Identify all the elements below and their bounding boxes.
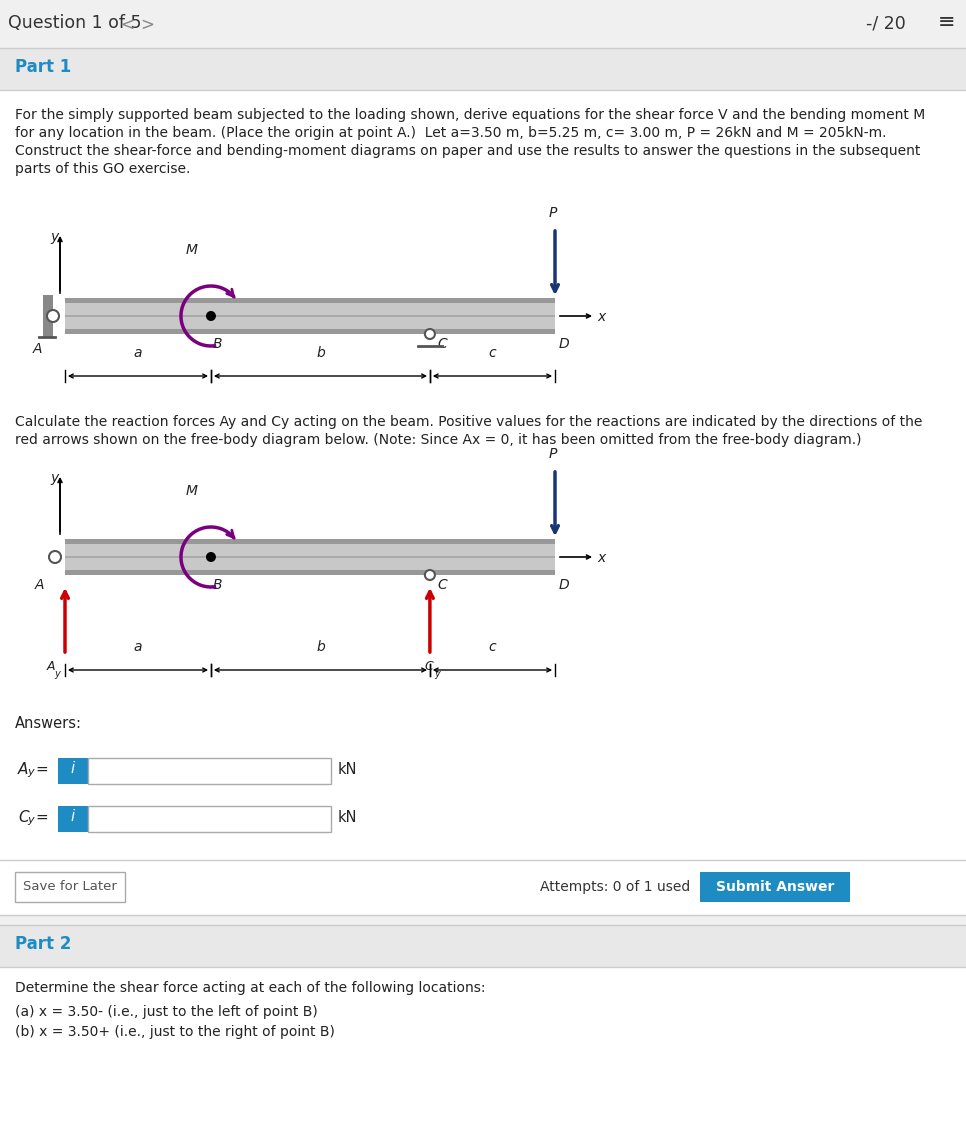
Text: C: C — [18, 810, 29, 826]
Circle shape — [425, 329, 435, 339]
Circle shape — [47, 310, 59, 322]
Text: A: A — [33, 342, 43, 356]
Bar — [65, 570, 555, 575]
Bar — [0, 860, 966, 915]
Circle shape — [206, 552, 216, 562]
Text: a: a — [133, 640, 142, 654]
Text: kN: kN — [338, 810, 357, 826]
Text: Save for Later: Save for Later — [23, 880, 117, 892]
Text: (b) x = 3.50+ (i.e., just to the right of point B): (b) x = 3.50+ (i.e., just to the right o… — [15, 1025, 335, 1039]
Text: Determine the shear force acting at each of the following locations:: Determine the shear force acting at each… — [15, 981, 486, 995]
Text: i: i — [71, 761, 75, 776]
Text: parts of this GO exercise.: parts of this GO exercise. — [15, 162, 190, 176]
Text: A: A — [18, 762, 28, 777]
Text: A: A — [35, 578, 44, 592]
Text: y: y — [27, 815, 34, 826]
Text: M: M — [186, 243, 198, 257]
Bar — [88, 806, 331, 832]
Text: <: < — [120, 16, 134, 34]
Text: c: c — [489, 346, 497, 359]
Bar — [0, 925, 966, 967]
Circle shape — [425, 570, 435, 579]
Text: b: b — [316, 640, 325, 654]
Text: y: y — [434, 669, 440, 679]
Bar — [0, 967, 966, 1134]
Text: Part 2: Part 2 — [15, 936, 71, 953]
Bar — [65, 329, 555, 335]
Text: (a) x = 3.50- (i.e., just to the left of point B): (a) x = 3.50- (i.e., just to the left of… — [15, 1005, 318, 1019]
Bar — [0, 48, 966, 90]
Text: y: y — [27, 767, 34, 777]
Text: B: B — [213, 337, 222, 352]
Text: C: C — [438, 578, 447, 592]
Bar — [65, 298, 555, 335]
Text: Answers:: Answers: — [15, 716, 82, 731]
Bar — [65, 539, 555, 544]
Text: c: c — [489, 640, 497, 654]
Text: =: = — [35, 810, 47, 826]
Text: b: b — [316, 346, 325, 359]
Text: D: D — [559, 578, 570, 592]
Bar — [700, 872, 850, 902]
Text: y: y — [50, 230, 58, 244]
Text: for any location in the beam. (Place the origin at point A.)  Let a=3.50 m, b=5.: for any location in the beam. (Place the… — [15, 126, 887, 139]
Text: Calculate the reaction forces Ay and Cy acting on the beam. Positive values for : Calculate the reaction forces Ay and Cy … — [15, 415, 923, 429]
Bar — [88, 758, 331, 784]
Text: a: a — [133, 346, 142, 359]
Circle shape — [206, 311, 216, 321]
Text: x: x — [597, 551, 606, 565]
Bar — [43, 295, 53, 337]
Text: P: P — [549, 447, 557, 462]
Text: x: x — [597, 310, 606, 324]
Text: Question 1 of 5: Question 1 of 5 — [8, 14, 141, 32]
Text: B: B — [213, 578, 222, 592]
Bar — [58, 806, 88, 832]
Bar — [65, 315, 555, 318]
Text: Submit Answer: Submit Answer — [716, 880, 835, 894]
Text: Construct the shear-force and bending-moment diagrams on paper and use the resul: Construct the shear-force and bending-mo… — [15, 144, 921, 158]
Text: -/ 20: -/ 20 — [866, 14, 906, 32]
Text: C: C — [438, 337, 447, 352]
Text: Attempts: 0 of 1 used: Attempts: 0 of 1 used — [540, 880, 690, 894]
Text: y: y — [50, 471, 58, 485]
Text: =: = — [35, 762, 47, 777]
Text: red arrows shown on the free-body diagram below. (Note: Since Ax = 0, it has bee: red arrows shown on the free-body diagra… — [15, 433, 862, 447]
Text: P: P — [549, 206, 557, 220]
Circle shape — [49, 551, 61, 562]
Text: i: i — [71, 809, 75, 824]
Text: C: C — [425, 660, 434, 672]
Bar — [65, 556, 555, 558]
Bar — [58, 758, 88, 784]
Text: >: > — [140, 16, 154, 34]
Text: ≡: ≡ — [938, 12, 955, 32]
Text: kN: kN — [338, 762, 357, 777]
Bar — [0, 915, 966, 925]
Bar — [43, 295, 53, 337]
Text: For the simply supported beam subjected to the loading shown, derive equations f: For the simply supported beam subjected … — [15, 108, 925, 122]
Bar — [0, 0, 966, 48]
Text: Part 1: Part 1 — [15, 58, 71, 76]
Bar — [0, 90, 966, 909]
Text: y: y — [54, 669, 60, 679]
Text: M: M — [186, 484, 198, 498]
Bar — [15, 872, 125, 902]
Text: D: D — [559, 337, 570, 352]
Bar — [65, 298, 555, 303]
Text: A: A — [47, 660, 55, 672]
Bar — [65, 539, 555, 575]
